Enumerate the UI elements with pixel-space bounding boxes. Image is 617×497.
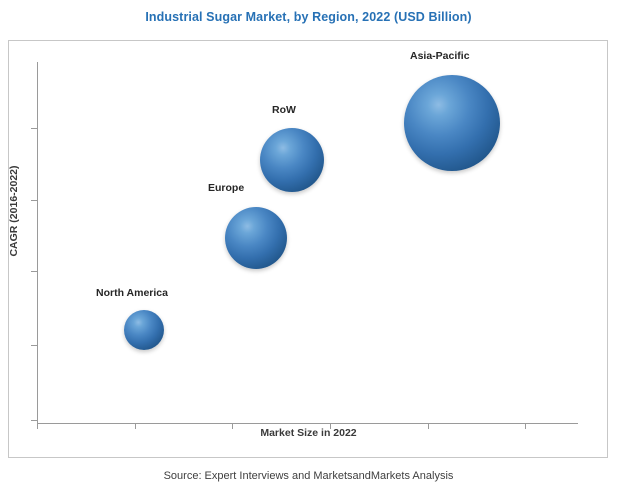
y-axis-tick-3 <box>31 345 37 346</box>
bubble-label-asia-pacific: Asia-Pacific <box>410 50 470 62</box>
x-axis-line <box>37 423 578 424</box>
y-axis-tick-1 <box>31 200 37 201</box>
x-axis-tick-3 <box>330 423 331 429</box>
plot-area-frame <box>8 40 608 458</box>
chart-title: Industrial Sugar Market, by Region, 2022… <box>145 10 472 24</box>
x-axis-tick-4 <box>428 423 429 429</box>
y-axis-tick-2 <box>31 271 37 272</box>
x-axis-tick-0 <box>37 423 38 429</box>
bubble-asia-pacific[interactable] <box>404 75 500 171</box>
x-axis-label: Market Size in 2022 <box>260 427 357 439</box>
x-axis-tick-5 <box>525 423 526 429</box>
y-axis-tick-4 <box>31 420 37 421</box>
y-axis-label: CAGR (2016-2022) <box>8 165 20 257</box>
bubble-label-row: RoW <box>272 104 296 116</box>
y-axis-tick-0 <box>31 128 37 129</box>
bubble-north-america[interactable] <box>124 310 164 350</box>
bubble-europe[interactable] <box>225 207 287 269</box>
bubble-label-europe: Europe <box>208 182 245 194</box>
x-axis-tick-1 <box>135 423 136 429</box>
bubble-row[interactable] <box>260 128 324 192</box>
bubble-label-north-america: North America <box>96 287 168 299</box>
source-note: Source: Expert Interviews and Marketsand… <box>163 470 454 482</box>
x-axis-tick-2 <box>232 423 233 429</box>
y-axis-line <box>37 62 38 424</box>
